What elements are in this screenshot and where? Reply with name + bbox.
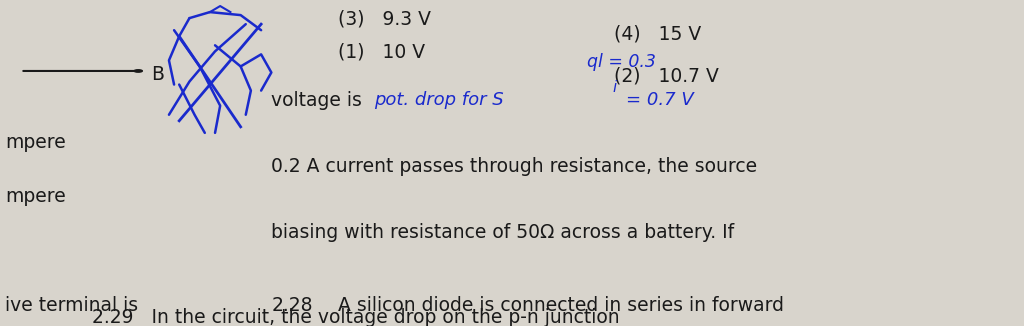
Text: 2.29   In the circuit, the voltage drop on the p-n junction: 2.29 In the circuit, the voltage drop on… [92, 308, 620, 326]
Text: B: B [152, 65, 165, 84]
Text: ive terminal is: ive terminal is [5, 296, 138, 315]
Text: A silicon diode is connected in series in forward: A silicon diode is connected in series i… [338, 296, 784, 315]
Text: 0.2 A current passes through resistance, the source: 0.2 A current passes through resistance,… [271, 157, 758, 176]
Text: mpere: mpere [5, 133, 66, 152]
Text: (4)   15 V: (4) 15 V [614, 24, 701, 43]
Text: mpere: mpere [5, 187, 66, 206]
Text: biasing with resistance of 50Ω across a battery. If: biasing with resistance of 50Ω across a … [271, 223, 734, 243]
Text: 2.28: 2.28 [271, 296, 313, 315]
Text: i: i [612, 80, 616, 95]
Text: = 0.7 V: = 0.7 V [626, 91, 693, 109]
Text: (3)   9.3 V: (3) 9.3 V [338, 9, 431, 28]
Text: voltage is: voltage is [271, 91, 362, 110]
Text: (1)   10 V: (1) 10 V [338, 42, 425, 61]
Text: pot. drop for S: pot. drop for S [374, 91, 504, 109]
Text: ql = 0.3: ql = 0.3 [587, 53, 655, 71]
Text: (2)   10.7 V: (2) 10.7 V [614, 67, 719, 85]
Circle shape [134, 70, 142, 72]
